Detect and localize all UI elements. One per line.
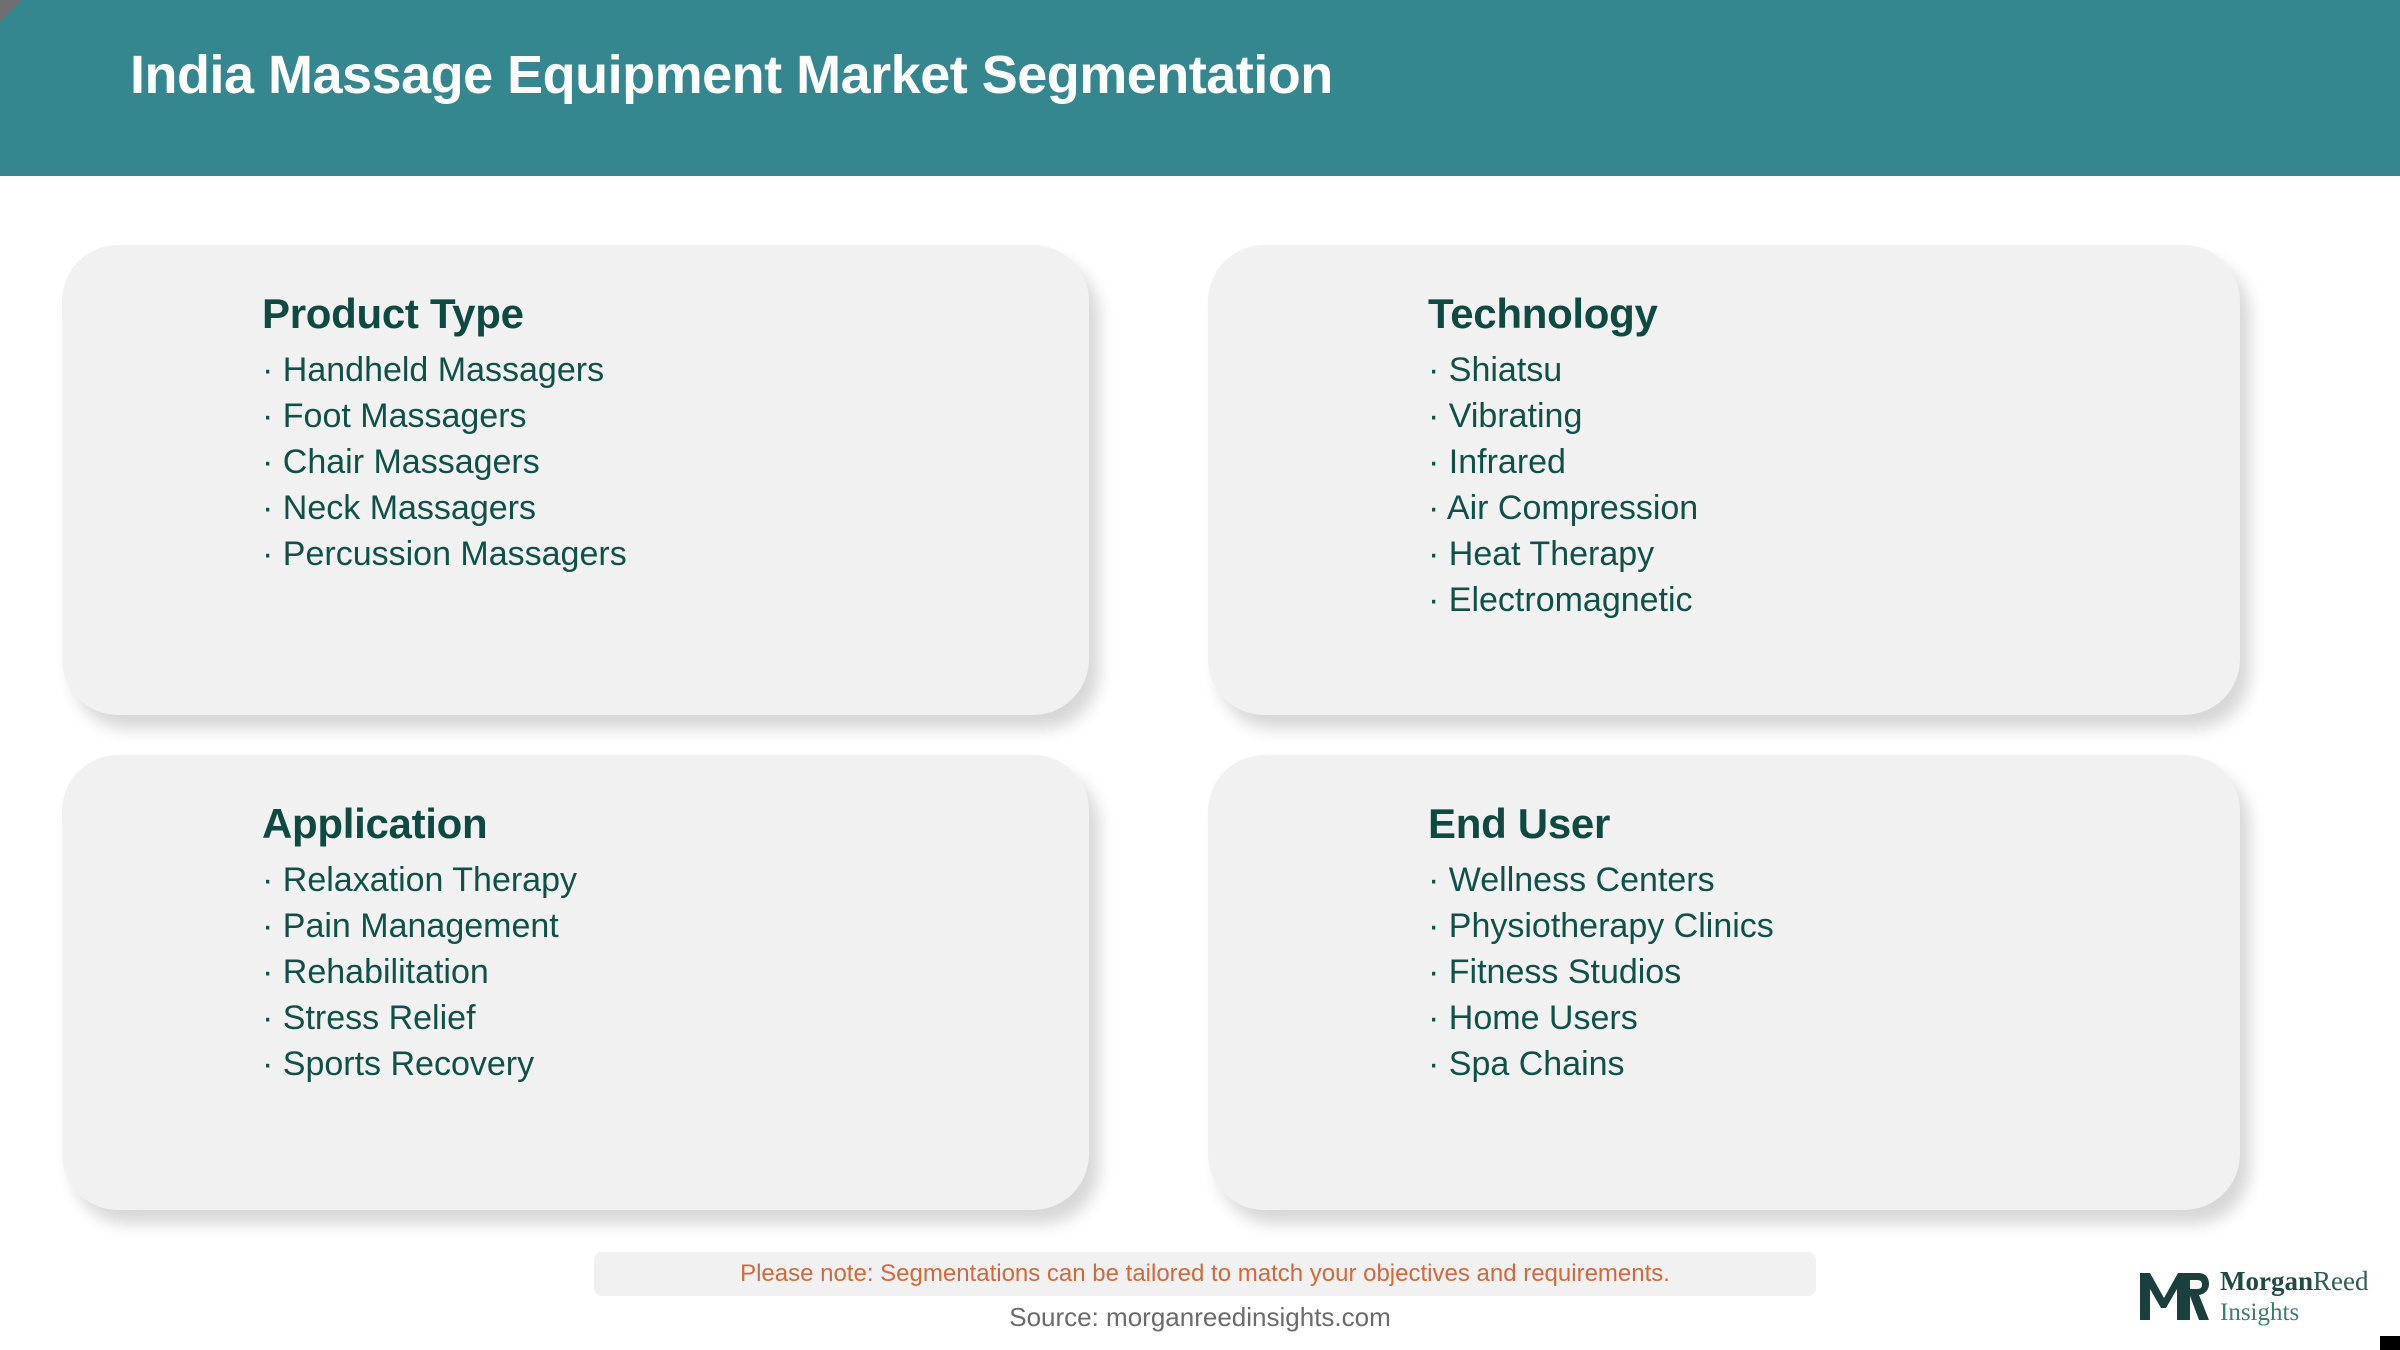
list-item: · Air Compression — [1428, 485, 2240, 531]
list-item-label: Stress Relief — [282, 999, 476, 1038]
card-content: Product Type · Handheld Massagers · Foot… — [62, 245, 1089, 715]
list-item-label: Home Users — [1448, 999, 1638, 1038]
list-item-label: Handheld Massagers — [282, 351, 605, 390]
logo-name-line: MorganReed — [2220, 1268, 2368, 1295]
list-item-label: Chair Massagers — [282, 443, 540, 482]
source-label: Source: morganreedinsights.com — [1009, 1302, 1391, 1332]
card-content: Technology · Shiatsu · Vibrating · Infra… — [1208, 245, 2240, 715]
card-item-list: · Shiatsu · Vibrating · Infrared · Air C… — [1428, 347, 2240, 623]
bullet-icon: · — [1428, 351, 1440, 390]
bullet-icon: · — [1428, 581, 1440, 620]
logo-wordmark: MorganReed Insights — [2220, 1268, 2368, 1326]
logo-name-bold: Morgan — [2220, 1266, 2313, 1296]
bullet-icon: · — [262, 489, 274, 528]
bullet-icon: · — [1428, 489, 1440, 528]
logo-tagline: Insights — [2220, 1299, 2300, 1326]
list-item: · Handheld Massagers — [262, 347, 1089, 393]
list-item-label: Shiatsu — [1448, 351, 1563, 390]
list-item-label: Physiotherapy Clinics — [1448, 907, 1774, 946]
list-item: · Sports Recovery — [262, 1041, 1089, 1087]
bullet-icon: · — [262, 397, 274, 436]
card-content: Application · Relaxation Therapy · Pain … — [62, 755, 1089, 1210]
list-item-label: Foot Massagers — [282, 397, 527, 436]
list-item: · Home Users — [1428, 995, 2240, 1041]
brand-logo: MorganReed Insights — [2138, 1268, 2378, 1332]
card-item-list: · Relaxation Therapy · Pain Management ·… — [262, 857, 1089, 1087]
card-title: Technology — [1428, 290, 1658, 337]
bullet-icon: · — [262, 861, 274, 900]
bullet-icon: · — [1428, 1045, 1440, 1084]
card-content: End User · Wellness Centers · Physiother… — [1208, 755, 2240, 1210]
card-title: Application — [262, 800, 488, 847]
list-item-label: Fitness Studios — [1448, 953, 1682, 992]
list-item-label: Spa Chains — [1448, 1045, 1625, 1084]
morgan-reed-monogram-icon — [2140, 1273, 2209, 1320]
list-item: · Electromagnetic — [1428, 577, 2240, 623]
header-bar: India Massage Equipment Market Segmentat… — [0, 0, 2400, 176]
list-item-label: Relaxation Therapy — [282, 861, 577, 900]
list-item-label: Heat Therapy — [1448, 535, 1655, 574]
list-item-label: Percussion Massagers — [282, 535, 627, 574]
bullet-icon: · — [1428, 397, 1440, 436]
list-item: · Chair Massagers — [262, 439, 1089, 485]
list-item-label: Pain Management — [282, 907, 559, 946]
list-item: · Infrared — [1428, 439, 2240, 485]
bullet-icon: · — [262, 907, 274, 946]
segment-card-end-user: End User · Wellness Centers · Physiother… — [1208, 755, 2240, 1210]
bullet-icon: · — [262, 351, 274, 390]
segment-card-product-type: Product Type · Handheld Massagers · Foot… — [62, 245, 1089, 715]
list-item: · Fitness Studios — [1428, 949, 2240, 995]
card-item-list: · Wellness Centers · Physiotherapy Clini… — [1428, 857, 2240, 1087]
bullet-icon: · — [262, 953, 274, 992]
bullet-icon: · — [262, 1045, 274, 1084]
list-item-label: Vibrating — [1448, 397, 1583, 436]
list-item: · Physiotherapy Clinics — [1428, 903, 2240, 949]
bullet-icon: · — [262, 443, 274, 482]
list-item-label: Rehabilitation — [282, 953, 489, 992]
page-title: India Massage Equipment Market Segmentat… — [130, 45, 1333, 105]
list-item: · Neck Massagers — [262, 485, 1089, 531]
segment-card-application: Application · Relaxation Therapy · Pain … — [62, 755, 1089, 1210]
disclaimer-note-box: Please note: Segmentations can be tailor… — [594, 1252, 1816, 1296]
list-item: · Wellness Centers — [1428, 857, 2240, 903]
bullet-icon: · — [262, 999, 274, 1038]
list-item: · Percussion Massagers — [262, 531, 1089, 577]
list-item-label: Electromagnetic — [1448, 581, 1693, 620]
list-item: · Pain Management — [262, 903, 1089, 949]
list-item: · Stress Relief — [262, 995, 1089, 1041]
list-item: · Heat Therapy — [1428, 531, 2240, 577]
card-title: Product Type — [262, 290, 524, 337]
card-item-list: · Handheld Massagers · Foot Massagers · … — [262, 347, 1089, 577]
list-item-label: Wellness Centers — [1448, 861, 1715, 900]
list-item-label: Infrared — [1448, 443, 1566, 482]
corner-marker-decoration — [2380, 1336, 2400, 1350]
list-item: · Relaxation Therapy — [262, 857, 1089, 903]
bullet-icon: · — [1428, 861, 1440, 900]
list-item: · Vibrating — [1428, 393, 2240, 439]
card-title: End User — [1428, 800, 1610, 847]
list-item: · Rehabilitation — [262, 949, 1089, 995]
corner-notch-decoration — [0, 0, 22, 22]
bullet-icon: · — [262, 535, 274, 574]
bullet-icon: · — [1428, 999, 1440, 1038]
bullet-icon: · — [1428, 535, 1440, 574]
bullet-icon: · — [1428, 443, 1440, 482]
list-item: · Foot Massagers — [262, 393, 1089, 439]
list-item-label: Air Compression — [1446, 489, 1699, 528]
list-item-label: Neck Massagers — [282, 489, 536, 528]
disclaimer-note-text: Please note: Segmentations can be tailor… — [740, 1260, 1670, 1287]
bullet-icon: · — [1428, 953, 1440, 992]
list-item: · Spa Chains — [1428, 1041, 2240, 1087]
bullet-icon: · — [1428, 907, 1440, 946]
list-item: · Shiatsu — [1428, 347, 2240, 393]
segment-card-technology: Technology · Shiatsu · Vibrating · Infra… — [1208, 245, 2240, 715]
logo-name-light: Reed — [2312, 1266, 2369, 1296]
list-item-label: Sports Recovery — [282, 1045, 535, 1084]
